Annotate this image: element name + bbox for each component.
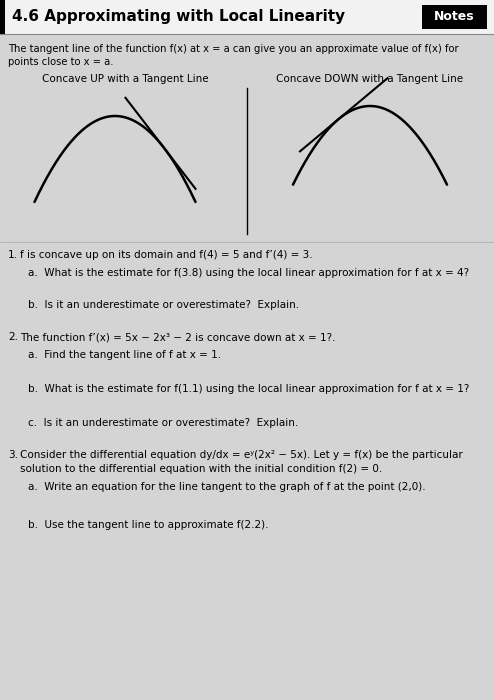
Text: 2.: 2. [8,332,18,342]
Text: a.  Find the tangent line of f at x = 1.: a. Find the tangent line of f at x = 1. [28,350,221,360]
Text: b.  Use the tangent line to approximate f(2.2).: b. Use the tangent line to approximate f… [28,520,269,530]
Text: Concave DOWN with a Tangent Line: Concave DOWN with a Tangent Line [277,74,463,84]
Text: The tangent line of the function f(x) at x = a can give you an approximate value: The tangent line of the function f(x) at… [8,44,458,54]
Text: solution to the differential equation with the initial condition f(2) = 0.: solution to the differential equation wi… [20,464,382,474]
Text: b.  What is the estimate for f(1.1) using the local linear approximation for f a: b. What is the estimate for f(1.1) using… [28,384,469,394]
Text: a.  Write an equation for the line tangent to the graph of f at the point (2,0).: a. Write an equation for the line tangen… [28,482,426,492]
Text: 4.6 Approximating with Local Linearity: 4.6 Approximating with Local Linearity [12,10,345,25]
Text: f is concave up on its domain and f(4) = 5 and f’(4) = 3.: f is concave up on its domain and f(4) =… [20,250,313,260]
Text: Concave UP with a Tangent Line: Concave UP with a Tangent Line [41,74,208,84]
Text: 1.: 1. [8,250,18,260]
Text: c.  Is it an underestimate or overestimate?  Explain.: c. Is it an underestimate or overestimat… [28,418,298,428]
Text: b.  Is it an underestimate or overestimate?  Explain.: b. Is it an underestimate or overestimat… [28,300,299,310]
Bar [0,0,5,34]
Text: 3.: 3. [8,450,18,460]
Bar [422,5,487,29]
Bar [0,0,494,34]
Text: a.  What is the estimate for f(3.8) using the local linear approximation for f a: a. What is the estimate for f(3.8) using… [28,268,469,278]
Text: points close to x = a.: points close to x = a. [8,57,114,67]
Text: The function f’(x) = 5x − 2x³ − 2 is concave down at x = 1?.: The function f’(x) = 5x − 2x³ − 2 is con… [20,332,335,342]
Text: Notes: Notes [434,10,475,24]
Text: Consider the differential equation dy/dx = eʸ(2x² − 5x). Let y = f(x) be the par: Consider the differential equation dy/dx… [20,450,463,460]
